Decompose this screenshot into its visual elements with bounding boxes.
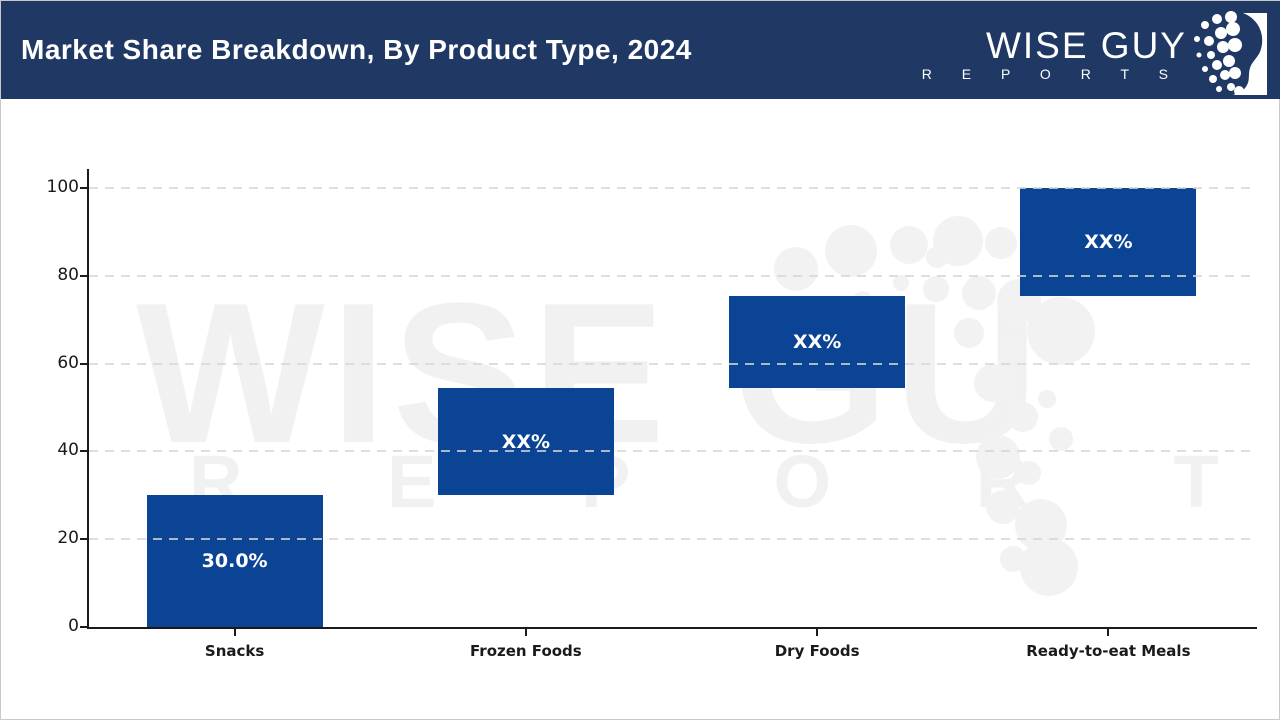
y-tick-mark — [80, 187, 88, 189]
bar-value-label: XX% — [792, 331, 842, 354]
bar-dry-foods: XX% — [729, 296, 906, 388]
bar-ready-to-eat-meals: XX% — [1020, 188, 1197, 297]
y-tick-mark — [80, 362, 88, 365]
y-axis-line — [87, 169, 89, 629]
logo-subtitle: R E P O R T S — [921, 66, 1181, 82]
x-category-label-ready-to-eat-meals: Ready-to-eat Meals — [1026, 642, 1191, 660]
logo-face-icon — [1194, 11, 1267, 95]
gridline — [89, 538, 1254, 541]
y-tick-label: 60 — [57, 352, 79, 373]
x-tick-mark — [1107, 629, 1110, 636]
page-title: Market Share Breakdown, By Product Type,… — [21, 34, 692, 65]
x-category-label-snacks: Snacks — [204, 642, 265, 660]
y-tick-label: 100 — [46, 177, 79, 197]
logo-wordmark: WISE GUY — [985, 25, 1187, 66]
x-axis-line — [87, 627, 1257, 629]
y-tick-label: 20 — [57, 528, 79, 549]
gridline — [89, 274, 1254, 277]
x-tick-mark — [524, 629, 527, 636]
bar-snacks: 30.0% — [146, 495, 323, 627]
y-tick-mark — [80, 626, 88, 628]
y-tick-label: 80 — [57, 264, 79, 285]
gridline — [89, 187, 1254, 189]
bar-value-label: XX% — [501, 430, 551, 453]
brand-logo: WISE GUY R E P O R T S — [922, 9, 1267, 95]
gridline — [89, 362, 1254, 365]
watermark-text-reports: R E P O R T S — [189, 440, 1280, 523]
y-tick-mark — [80, 274, 88, 277]
bar-frozen-foods: XX% — [437, 387, 614, 496]
x-tick-mark — [816, 629, 819, 636]
x-category-label-dry-foods: Dry Foods — [774, 642, 860, 660]
gridline — [89, 450, 1254, 453]
y-tick-mark — [80, 538, 88, 541]
y-tick-mark — [80, 450, 88, 453]
bar-value-label: XX% — [1084, 231, 1133, 254]
x-category-label-frozen-foods: Frozen Foods — [470, 642, 582, 660]
y-tick-label: 0 — [68, 616, 79, 636]
bar-value-label: 30.0% — [201, 550, 268, 573]
x-tick-mark — [233, 629, 236, 636]
y-tick-label: 40 — [57, 440, 79, 461]
header-bar: Market Share Breakdown, By Product Type,… — [1, 1, 1280, 99]
